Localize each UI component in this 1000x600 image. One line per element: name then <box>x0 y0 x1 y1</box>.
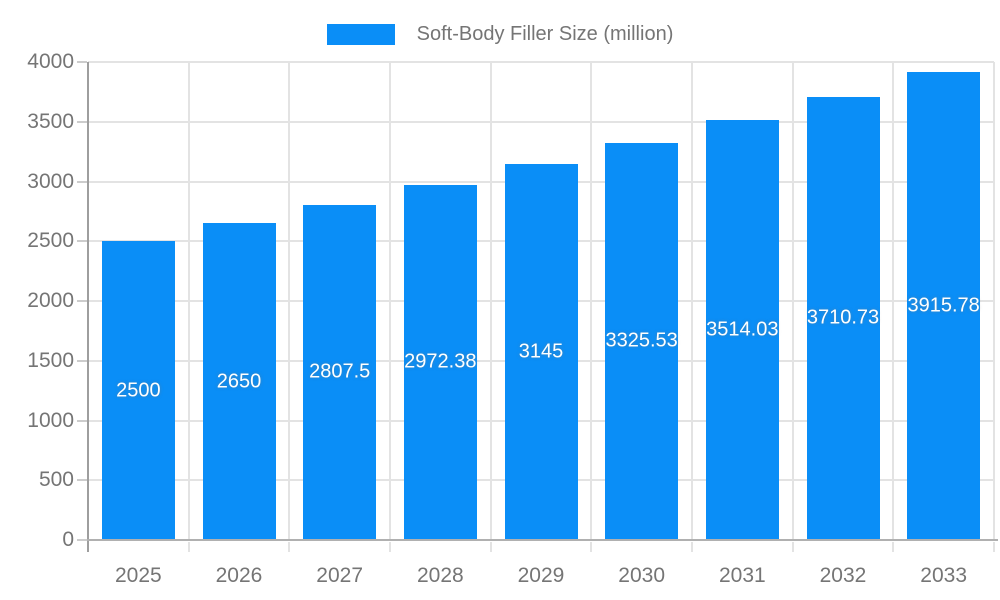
y-axis-tick <box>77 419 87 422</box>
bar[interactable]: 2500 <box>101 241 175 540</box>
x-axis-label: 2033 <box>920 564 968 587</box>
bar-value-label: 2807.5 <box>309 360 371 383</box>
bar-value-label: 3514.03 <box>706 318 779 341</box>
y-axis-label: 3000 <box>27 169 74 193</box>
bar[interactable]: 3710.73 <box>806 96 880 540</box>
x-axis-tick <box>288 542 291 552</box>
x-axis-tick <box>993 542 995 552</box>
y-axis-label: 4000 <box>27 50 74 73</box>
x-axis-tick <box>489 542 492 552</box>
y-axis-label: 500 <box>38 468 74 492</box>
v-gridline <box>892 62 895 540</box>
y-axis-tick <box>77 120 87 123</box>
v-gridline <box>389 62 391 540</box>
legend-swatch <box>326 24 395 45</box>
bar-value-label: 3915.78 <box>907 294 980 317</box>
x-axis-tick <box>389 542 391 552</box>
bar[interactable]: 3514.03 <box>705 120 779 540</box>
bar[interactable]: 3325.53 <box>605 142 679 540</box>
y-axis-tick <box>77 180 87 183</box>
x-axis-line <box>87 539 998 541</box>
y-axis-label: 2500 <box>27 229 74 253</box>
bar[interactable]: 2807.5 <box>303 204 377 540</box>
x-axis-tick <box>892 542 895 552</box>
v-gridline <box>993 62 995 540</box>
y-axis-tick <box>77 359 87 362</box>
y-axis-tick <box>77 300 87 302</box>
x-axis-label: 2025 <box>114 564 162 587</box>
bar-value-label: 3710.73 <box>806 306 880 329</box>
bar-value-label: 3325.53 <box>605 329 678 352</box>
x-axis-tick <box>791 542 794 552</box>
y-axis-tick <box>77 240 87 243</box>
bar[interactable]: 2650 <box>202 223 276 540</box>
v-gridline <box>288 62 291 540</box>
chart-legend[interactable]: Soft-Body Filler Size (million) <box>0 23 1000 46</box>
x-axis-tick <box>590 542 593 552</box>
bar[interactable]: 3915.78 <box>907 72 981 540</box>
legend-label: Soft-Body Filler Size (million) <box>416 23 674 45</box>
x-axis-label: 2026 <box>215 564 263 587</box>
bar-value-label: 2650 <box>216 370 262 393</box>
v-gridline <box>489 62 492 540</box>
v-gridline <box>590 62 593 540</box>
v-gridline <box>691 62 693 540</box>
x-axis-tick <box>187 542 190 552</box>
x-axis-label: 2028 <box>416 564 464 587</box>
v-gridline <box>187 62 190 540</box>
y-axis-tick <box>77 539 87 541</box>
y-axis-tick <box>77 61 87 63</box>
bar-value-label: 2972.38 <box>404 350 477 373</box>
v-gridline <box>791 62 794 540</box>
x-axis-label: 2032 <box>819 564 867 587</box>
h-gridline <box>88 61 994 63</box>
y-axis-label: 2000 <box>27 289 74 312</box>
bar-value-label: 3145 <box>518 340 564 363</box>
bar[interactable]: 3145 <box>504 164 578 540</box>
x-axis-label: 2029 <box>517 564 565 587</box>
x-axis-tick <box>691 542 693 552</box>
bar-value-label: 2500 <box>116 379 161 402</box>
x-axis-label: 2027 <box>316 564 364 587</box>
y-axis-line <box>87 62 89 552</box>
y-axis-label: 1000 <box>27 408 74 432</box>
x-axis-label: 2031 <box>718 564 766 587</box>
y-axis-tick <box>77 479 87 482</box>
bar[interactable]: 2972.38 <box>403 184 477 540</box>
y-axis-label: 1500 <box>27 348 74 372</box>
y-axis-label: 0 <box>62 528 74 551</box>
x-axis-label: 2030 <box>618 564 666 587</box>
y-axis-label: 3500 <box>27 109 74 133</box>
h-gridline <box>88 120 994 123</box>
